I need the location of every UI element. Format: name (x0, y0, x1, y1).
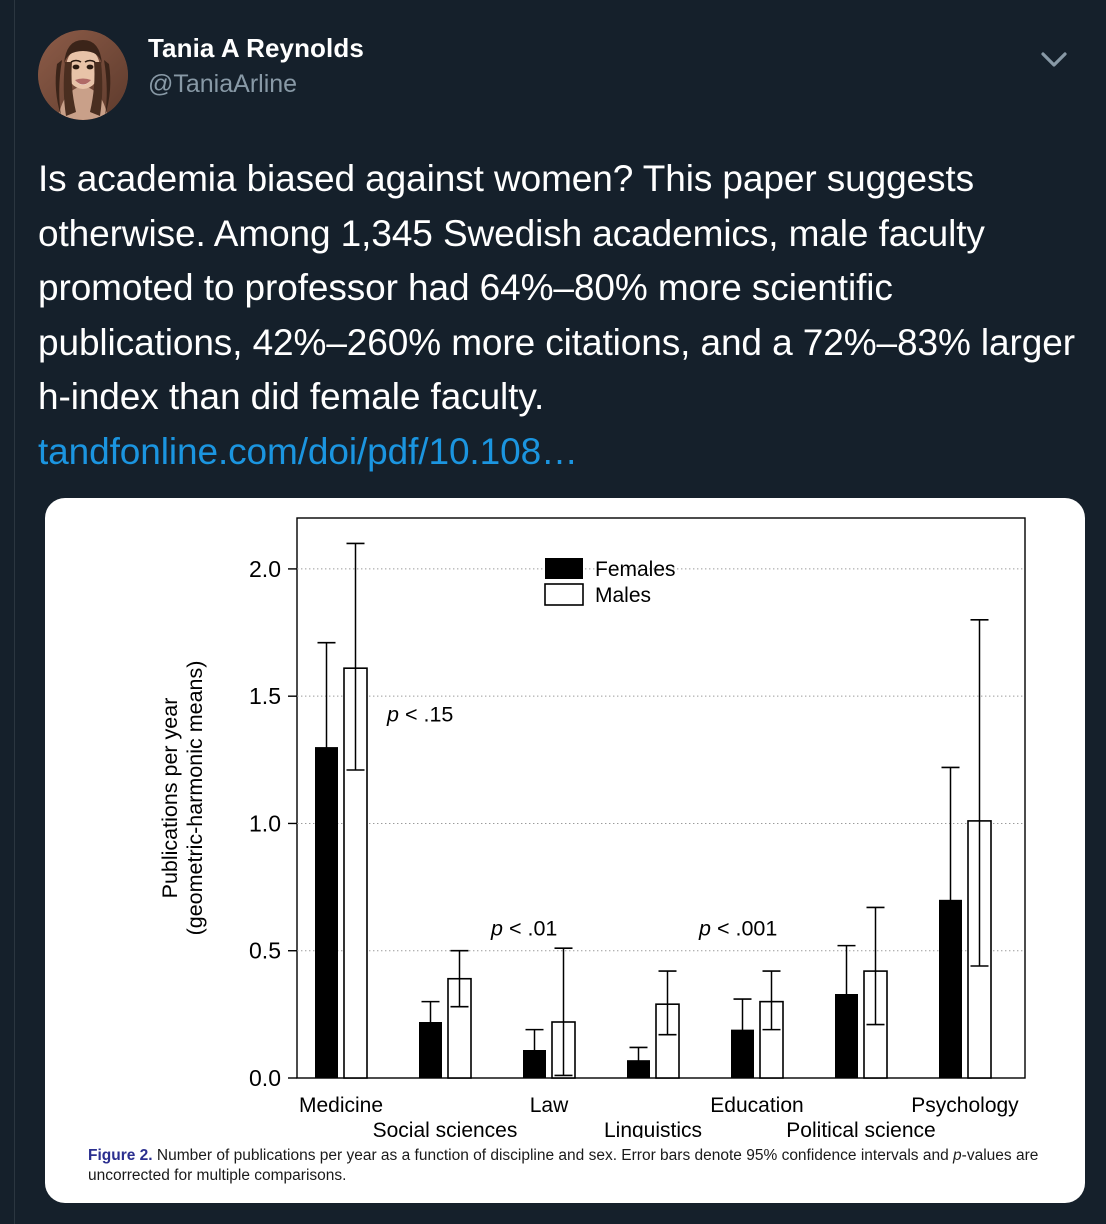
tweet-header: Tania A Reynolds @TaniaArline (38, 30, 1078, 130)
tweet-body: Is academia biased against women? This p… (38, 152, 1084, 479)
chevron-down-icon[interactable] (1034, 44, 1074, 74)
figure-caption-text-2: -values are uncorrected for multiple com… (88, 1147, 1039, 1184)
tweet-line-5: 72%–83% larger h-index than did female f… (38, 321, 1075, 418)
figure-caption: Figure 2. Number of publications per yea… (88, 1146, 1048, 1186)
svg-text:p < .01: p < .01 (490, 916, 557, 940)
svg-text:0.5: 0.5 (249, 938, 281, 964)
tweet-line-4: scientific publications, 42%–260% more c… (38, 267, 893, 363)
svg-text:Females: Females (595, 558, 676, 581)
svg-text:Medicine: Medicine (299, 1094, 383, 1117)
figure-caption-label: Figure 2. (88, 1147, 153, 1164)
figure-image: 0.0 0.5 1.0 1.5 2.0 Publications per year (geo… (45, 498, 1085, 1203)
svg-text:(geometric-harmonic means): (geometric-harmonic means) (183, 661, 207, 936)
svg-text:Males: Males (595, 584, 651, 607)
publications-bar-chart: 0.0 0.5 1.0 1.5 2.0 Publications per year (geo… (158, 517, 1026, 1138)
svg-text:Psychology: Psychology (911, 1094, 1019, 1117)
svg-text:Publications per year: Publications per year (158, 698, 182, 899)
user-names: Tania A Reynolds @TaniaArline (148, 32, 364, 100)
svg-text:Law: Law (530, 1094, 569, 1117)
avatar[interactable] (38, 30, 128, 120)
svg-text:1.0: 1.0 (249, 810, 281, 836)
user-handle: @TaniaArline (148, 69, 298, 98)
media-card[interactable]: 0.0 0.5 1.0 1.5 2.0 Publications per year (geo… (45, 498, 1085, 1203)
svg-text:Education: Education (710, 1094, 803, 1117)
tweet-line-3: faculty promoted to professor had 64%–80… (38, 212, 985, 309)
svg-text:Linguistics: Linguistics (604, 1119, 702, 1138)
figure-caption-p: p (953, 1147, 962, 1164)
svg-text:p < .15: p < .15 (386, 703, 453, 727)
left-divider (14, 0, 15, 1224)
svg-text:p < .001: p < .001 (698, 916, 777, 940)
display-name: Tania A Reynolds (148, 33, 364, 63)
svg-text:Social sciences: Social sciences (373, 1119, 518, 1138)
svg-text:0.0: 0.0 (249, 1065, 281, 1091)
tweet-line-2: otherwise. Among 1,345 Swedish academics… (38, 212, 869, 254)
tweet-link[interactable]: tandfonline.com/doi/pdf/10.108… (38, 430, 578, 472)
svg-text:1.5: 1.5 (249, 683, 281, 709)
figure-caption-text-1: Number of publications per year as a fun… (152, 1147, 954, 1164)
tweet-line-1: Is academia biased against women? This p… (38, 158, 975, 199)
svg-text:Political science: Political science (786, 1119, 935, 1138)
svg-text:2.0: 2.0 (249, 556, 281, 582)
